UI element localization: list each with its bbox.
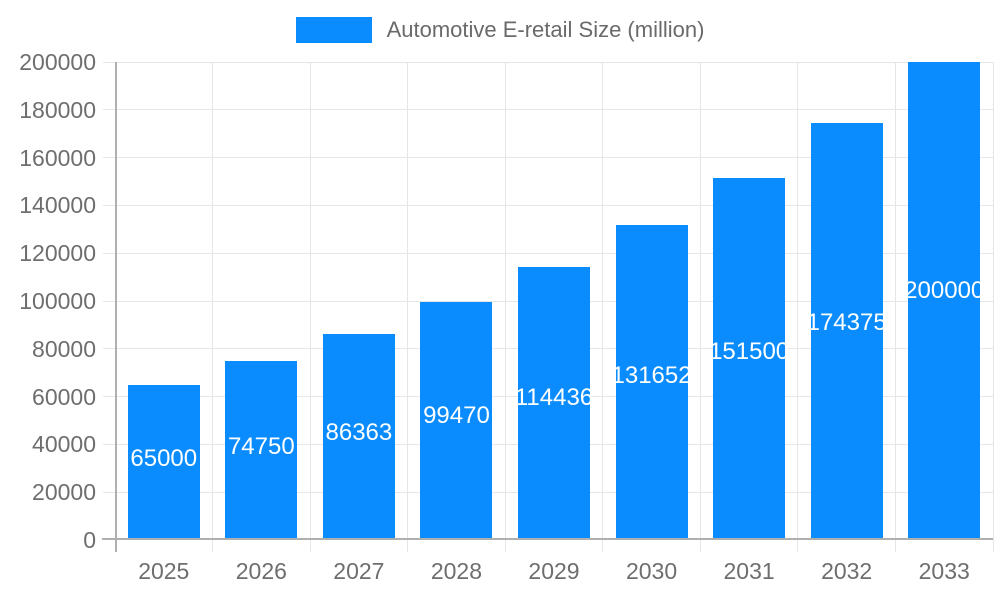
bar-2031: 151500: [709, 177, 789, 540]
y-axis-tick-label: 20000: [32, 479, 96, 506]
x-axis-tick-label: 2033: [918, 558, 970, 584]
legend[interactable]: Automotive E-retail Size (million): [0, 17, 1000, 43]
y-tick: [103, 348, 115, 350]
y-tick: [103, 491, 115, 493]
x-gridline: [894, 62, 896, 552]
x-axis-tick-label: 2029: [528, 558, 580, 584]
y-axis-tick-label: 140000: [19, 192, 96, 219]
x-gridline: [602, 62, 604, 552]
x-axis-tick-label: 2025: [138, 558, 190, 584]
x-gridline: [407, 62, 409, 552]
bar-2032: 174375: [807, 123, 887, 540]
bar-value-label: 131652: [611, 362, 692, 390]
y-axis-tick-label: 60000: [32, 383, 96, 410]
y-gridline: [115, 61, 993, 63]
y-axis-tick-label: 40000: [32, 431, 96, 458]
x-gridline: [992, 62, 994, 552]
y-tick: [103, 204, 115, 206]
y-axis-tick-label: 120000: [19, 240, 96, 267]
bar-2028: 99470: [420, 302, 493, 540]
legend-label: Automotive E-retail Size (million): [386, 17, 705, 42]
bar-2026: 74750: [225, 361, 298, 540]
bar-2029: 114436: [514, 266, 594, 540]
y-tick: [103, 300, 115, 302]
x-axis-tick-label: 2031: [723, 558, 775, 584]
bar-value-label: 151500: [709, 337, 790, 365]
y-axis-tick-label: 80000: [32, 335, 96, 362]
bar-2027: 86363: [322, 333, 395, 540]
x-axis-tick-label: 2027: [333, 558, 385, 584]
y-tick: [103, 109, 115, 111]
x-axis-tick-label: 2030: [625, 558, 678, 584]
x-axis-line: [102, 538, 993, 540]
x-axis-tick-label: 2032: [821, 558, 873, 584]
bar-value-label: 200000: [904, 277, 985, 305]
bar-2030: 131652: [612, 225, 692, 540]
y-gridline: [115, 252, 993, 254]
x-gridline: [699, 62, 701, 552]
y-gridline: [115, 157, 993, 159]
bar-value-label: 86363: [325, 418, 393, 446]
bar-value-label: 114436: [514, 383, 594, 411]
y-tick: [103, 396, 115, 398]
bar-2025: 65000: [127, 384, 200, 540]
y-tick: [103, 443, 115, 445]
bar-value-label: 99470: [423, 402, 490, 430]
x-gridline: [212, 62, 214, 552]
x-axis-tick-label: 2026: [235, 558, 287, 584]
x-gridline: [504, 62, 506, 552]
bar-2033: 200000: [904, 62, 984, 540]
y-axis-tick-label: 0: [83, 527, 96, 553]
x-gridline: [797, 62, 799, 552]
y-axis-line: [115, 62, 117, 552]
x-axis-tick-label: 2028: [430, 558, 483, 584]
bar-value-label: 74750: [227, 433, 295, 461]
y-gridline: [115, 109, 993, 111]
bar-value-label: 65000: [130, 445, 198, 473]
legend-swatch: [295, 17, 372, 43]
y-tick: [103, 61, 115, 63]
y-axis-tick-label: 200000: [19, 49, 96, 75]
bar-value-label: 174375: [806, 309, 887, 337]
y-gridline: [115, 204, 993, 206]
x-gridline: [309, 62, 311, 552]
plot-area: 65000 74750 86363 99470 114436 131652 151500 17…: [102, 61, 994, 552]
y-axis-tick-label: 100000: [19, 288, 96, 314]
y-axis-tick-label: 180000: [19, 96, 96, 123]
y-axis-tick-label: 160000: [19, 144, 96, 171]
y-tick: [103, 252, 115, 254]
y-tick: [103, 157, 115, 159]
